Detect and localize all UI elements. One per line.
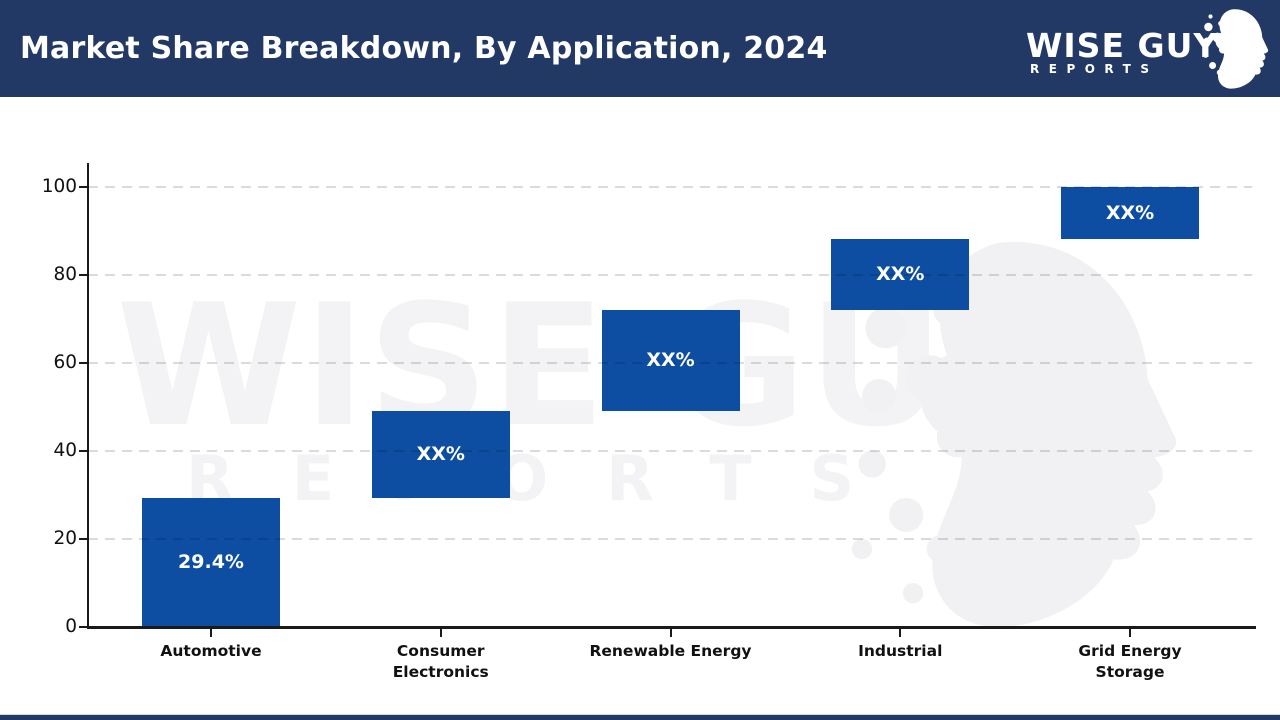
wise-guy-reports-logo: WISE GUY REPORTS (1026, 0, 1269, 97)
y-axis-tick-label: 40 (53, 440, 77, 461)
y-axis-spine (87, 163, 89, 629)
y-axis-tick (79, 626, 87, 628)
x-axis-tick (210, 629, 212, 637)
logo-wordmark: WISE GUY (1026, 26, 1219, 65)
watermark-head-icon (851, 241, 1177, 628)
bar-value-label: XX% (416, 443, 465, 466)
x-axis-tick (1129, 629, 1131, 637)
x-axis-spine (87, 626, 1256, 629)
y-axis-tick-label: 60 (53, 352, 77, 373)
footer-band (0, 715, 1280, 720)
x-category-label: Industrial (858, 642, 943, 660)
y-axis-tick-label: 20 (53, 528, 77, 549)
x-category-label: Automotive (160, 642, 262, 660)
bar-segment (142, 497, 280, 627)
y-axis-tick (79, 450, 87, 452)
x-axis-tick (439, 629, 442, 637)
waterfall-chart: 0 20 40 60 80 100 29.4% Automotive XX% Consumer E… (0, 97, 1280, 716)
gridline-100 (88, 186, 1252, 188)
bar-value-label: 29.4% (178, 551, 244, 574)
bar-value-label: XX% (876, 263, 925, 286)
watermark-subtext: REPORTS (186, 442, 913, 515)
x-axis-tick (669, 629, 672, 637)
footer-divider (0, 714, 1280, 715)
bar-segment (601, 309, 740, 411)
bar-segment (831, 238, 970, 310)
bar-segment (371, 410, 510, 498)
x-axis-tick (899, 629, 902, 637)
x-category-label: Grid Energy Storage (1078, 642, 1182, 681)
y-axis-tick-label: 80 (53, 264, 77, 285)
y-axis-tick-label: 0 (65, 616, 77, 637)
logo-subtext: REPORTS (1030, 62, 1159, 76)
x-category-label: Renewable Energy (589, 642, 752, 660)
y-axis-tick (79, 362, 87, 364)
y-axis-tick (79, 186, 87, 188)
y-axis-tick (79, 538, 87, 540)
logo-head-icon (1202, 9, 1269, 89)
gridline-20 (88, 538, 1252, 540)
bar-segment (1061, 187, 1199, 239)
bar-value-label: XX% (646, 349, 695, 372)
gridline-80 (88, 274, 1252, 276)
gridline-60 (88, 362, 1252, 364)
page-title: Market Share Breakdown, By Application, … (20, 31, 828, 66)
gridline-40 (88, 450, 1252, 452)
header-band: Market Share Breakdown, By Application, … (0, 0, 1280, 97)
x-category-label: Consumer Electronics (392, 642, 489, 681)
y-axis-tick (79, 274, 87, 276)
y-axis-tick-label: 100 (41, 176, 77, 197)
bar-value-label: XX% (1105, 201, 1155, 224)
